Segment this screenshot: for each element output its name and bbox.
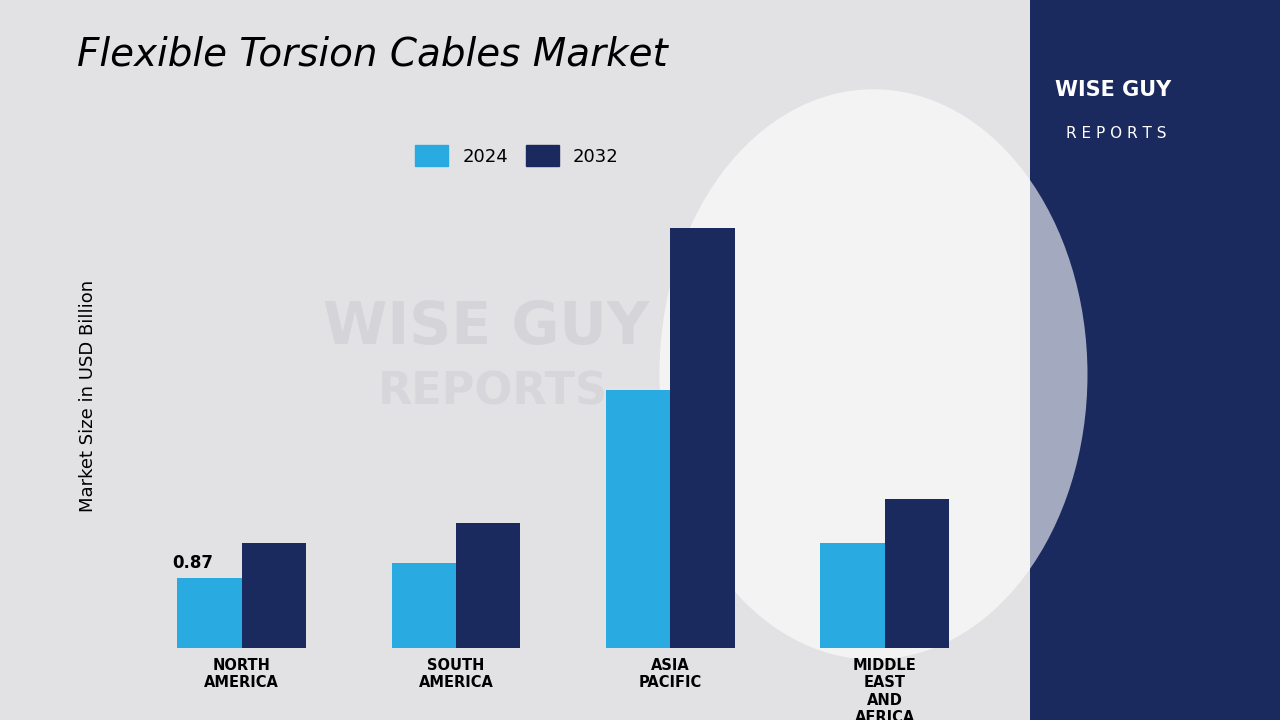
Text: WISE GUY: WISE GUY (1056, 80, 1171, 100)
Bar (456, 523, 521, 648)
Circle shape (659, 89, 1088, 660)
Text: WISE GUY: WISE GUY (324, 299, 649, 356)
Legend: 2024, 2032: 2024, 2032 (408, 138, 626, 174)
Bar (242, 543, 306, 648)
Text: Flexible Torsion Cables Market: Flexible Torsion Cables Market (77, 36, 668, 74)
Bar (820, 543, 884, 648)
Text: 0.87: 0.87 (172, 554, 212, 572)
Bar (884, 498, 948, 648)
Text: REPORTS: REPORTS (378, 371, 608, 414)
Y-axis label: Market Size in USD Billion: Market Size in USD Billion (79, 280, 97, 512)
Bar (605, 390, 671, 648)
Bar (178, 577, 242, 648)
Bar (671, 228, 735, 648)
Bar (392, 563, 456, 648)
Text: R E P O R T S: R E P O R T S (1066, 126, 1166, 140)
